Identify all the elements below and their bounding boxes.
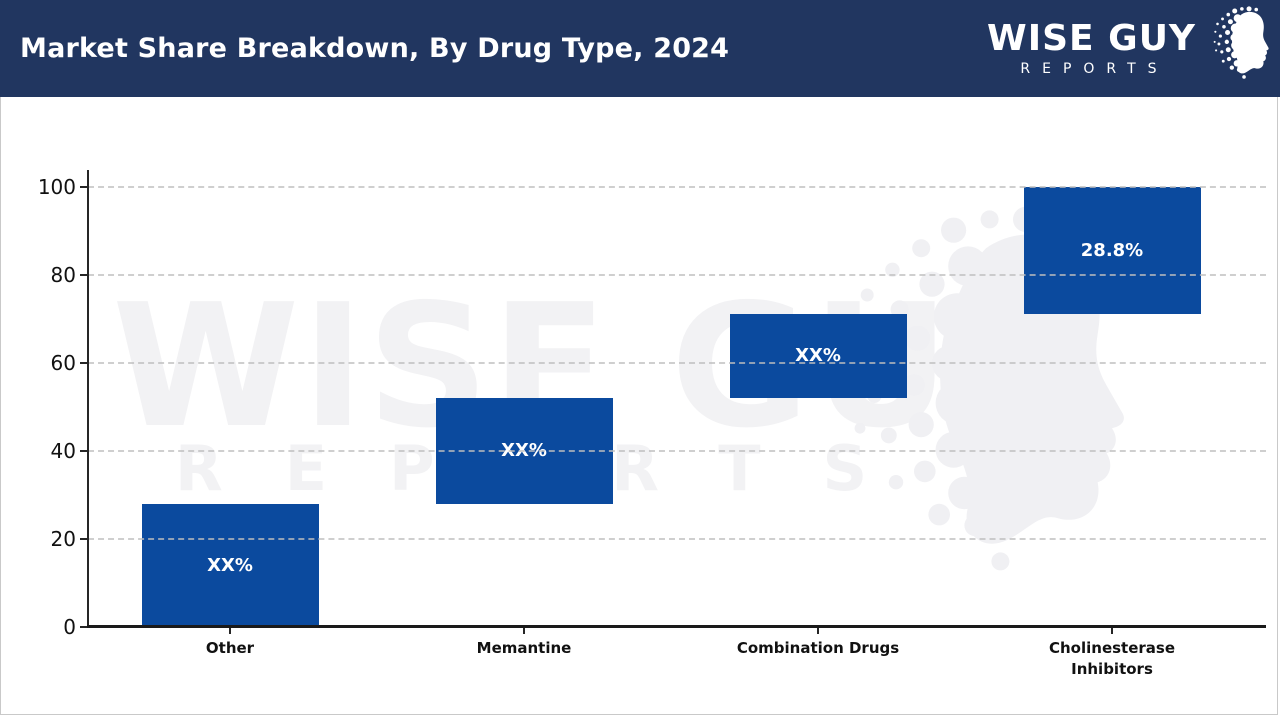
x-category-label: Memantine [476, 639, 572, 657]
bar-value-label: 28.8% [1080, 239, 1144, 261]
gridline-y100 [88, 186, 1266, 188]
brand-name: WISE GUY [986, 18, 1196, 59]
gridline-y40 [88, 450, 1266, 452]
brand-wordmark: WISE GUY REPORTS [986, 18, 1196, 78]
x-category-label: Combination Drugs [736, 639, 900, 657]
y-tick-mark [80, 450, 87, 452]
bar-value-label: XX% [207, 554, 253, 576]
y-tick-label: 60 [50, 351, 76, 375]
bar-cholinesterase-inhibitors: 28.8% [1023, 187, 1201, 314]
x-axis-line [87, 625, 1266, 628]
x-category-label: Other [205, 639, 255, 657]
chart-title: Market Share Breakdown, By Drug Type, 20… [20, 33, 730, 64]
y-tick-label: 80 [50, 263, 76, 287]
y-tick-mark [80, 186, 87, 188]
x-tick-mark [229, 628, 231, 634]
x-tick-mark [817, 628, 819, 634]
y-tick-mark [80, 626, 87, 628]
gridline-y60 [88, 362, 1266, 364]
y-tick-label: 100 [37, 175, 76, 199]
brand-logo: WISE GUY REPORTS [986, 5, 1280, 92]
gridline-y20 [88, 538, 1266, 540]
bar-value-label: XX% [795, 345, 841, 367]
y-tick-label: 20 [50, 527, 76, 551]
y-tick-mark [80, 538, 87, 540]
y-tick-mark [80, 274, 87, 276]
x-category-label: Cholinesterase Inhibitors [1048, 639, 1176, 678]
x-tick-mark [523, 628, 525, 634]
bar-other: XX% [141, 503, 319, 627]
brand-head-dots-icon [1213, 5, 1269, 79]
bar-combination-drugs: XX% [729, 313, 907, 399]
y-tick-label: 40 [50, 439, 76, 463]
header-band: Market Share Breakdown, By Drug Type, 20… [0, 0, 1280, 97]
y-axis-line [87, 170, 89, 628]
x-tick-mark [1111, 628, 1113, 634]
brand-subtitle: REPORTS [1020, 61, 1169, 77]
y-tick-mark [80, 362, 87, 364]
gridline-y80 [88, 274, 1266, 276]
y-tick-label: 0 [63, 615, 76, 639]
